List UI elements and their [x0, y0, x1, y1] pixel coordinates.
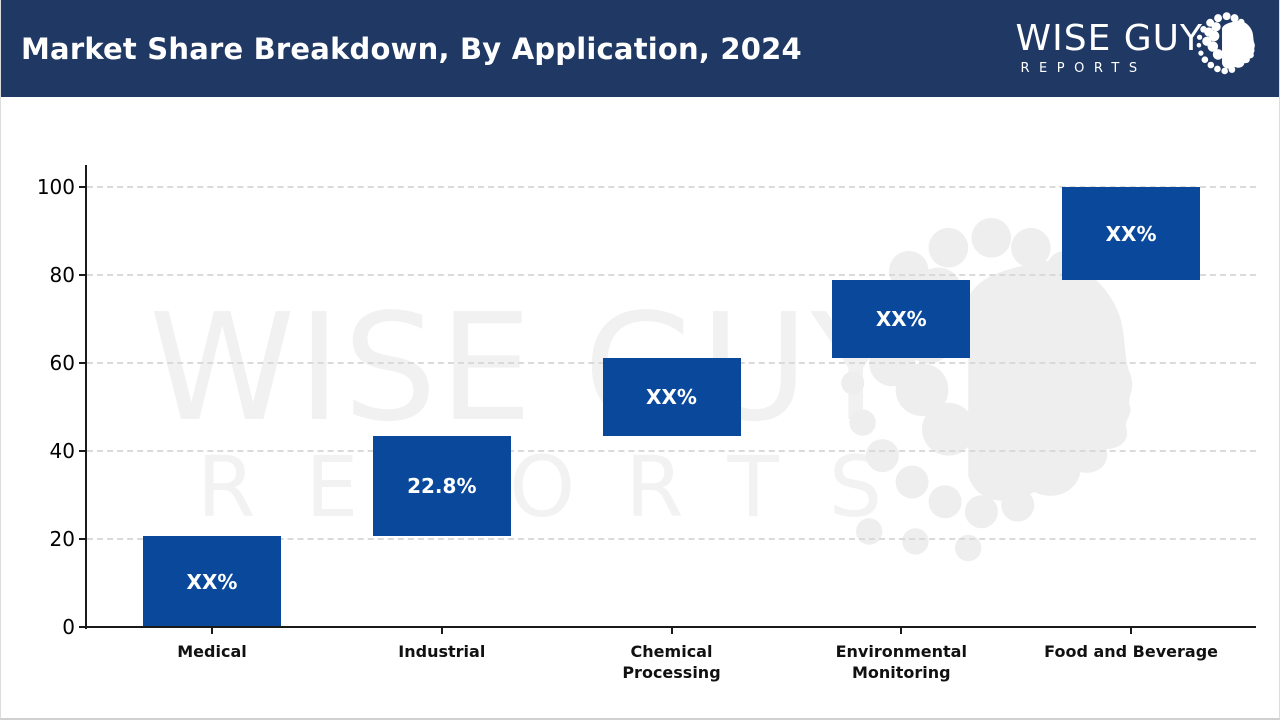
logo-subtext: REPORTS [1020, 61, 1147, 76]
x-tick-4 [1130, 627, 1133, 634]
x-axis-category-label: Industrial [398, 642, 486, 661]
x-axis-category-label: Medical [177, 642, 247, 661]
bar-segment: XX% [1062, 187, 1201, 281]
bar-segment: XX% [602, 357, 741, 437]
bar-value-label: XX% [1105, 221, 1157, 246]
y-axis-line [85, 165, 87, 629]
y-axis-tick-label: 80 [49, 263, 75, 287]
gridline-20 [87, 538, 1256, 540]
watermark-wordmark: WISE GUY [149, 282, 903, 454]
y-tick-80 [79, 274, 86, 276]
y-tick-100 [79, 186, 86, 188]
y-tick-40 [79, 450, 86, 452]
bar-value-label: XX% [646, 384, 697, 409]
x-axis-category-label: Chemical Processing [622, 642, 721, 682]
bar-value-label: 22.8% [407, 474, 477, 499]
wiseguy-head-icon [1196, 12, 1255, 75]
bar-segment: XX% [143, 536, 281, 627]
header-bar: Market Share Breakdown, By Application, … [1, 0, 1279, 97]
x-axis-category-label: Food and Beverage [1044, 642, 1218, 661]
chart-title: Market Share Breakdown, By Application, … [21, 31, 802, 66]
x-axis-category-label: Environmental Monitoring [835, 642, 967, 682]
y-axis-tick-label: 60 [49, 351, 75, 375]
wiseguy-logo-text: WISE GUY REPORTS [1015, 18, 1204, 77]
y-axis-tick-label: 0 [62, 615, 75, 639]
y-axis-tick-label: 40 [49, 439, 75, 463]
gridline-80 [87, 274, 1256, 276]
bar-value-label: XX% [875, 306, 927, 331]
y-axis-tick-label: 20 [49, 527, 75, 551]
y-axis-tick-label: 100 [36, 175, 75, 199]
x-tick-1 [440, 627, 443, 634]
bar-segment: 22.8% [372, 436, 511, 537]
bar-value-label: XX% [186, 569, 238, 594]
wiseguy-logo: WISE GUY REPORTS [1016, 12, 1260, 85]
y-tick-20 [79, 538, 86, 540]
gridline-100 [87, 186, 1256, 188]
bar-segment: XX% [832, 280, 971, 358]
y-tick-0 [79, 626, 86, 628]
x-tick-2 [670, 627, 673, 634]
y-tick-60 [79, 362, 86, 364]
x-tick-3 [900, 627, 903, 634]
gridline-40 [87, 450, 1256, 452]
watermark-subtext: REPORTS [197, 438, 933, 536]
x-tick-0 [211, 627, 213, 634]
logo-wordmark: WISE GUY [1015, 18, 1203, 59]
